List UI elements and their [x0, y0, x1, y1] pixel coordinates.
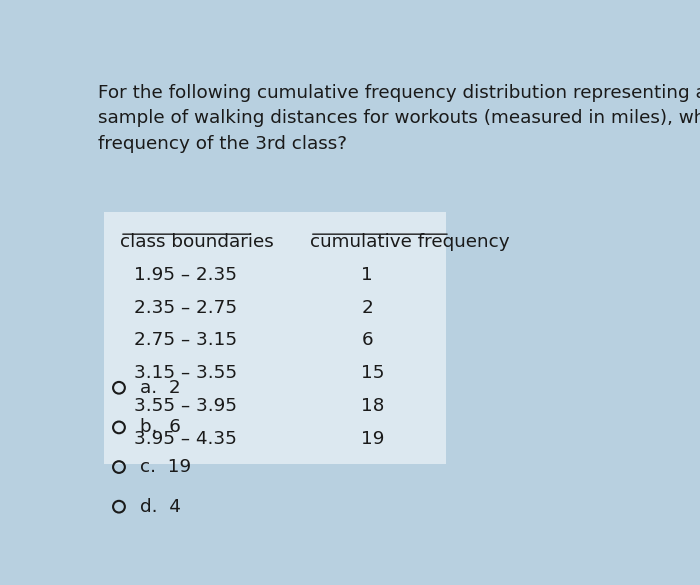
Text: 2.35 – 2.75: 2.35 – 2.75 — [134, 298, 237, 316]
Text: c.  19: c. 19 — [140, 458, 191, 476]
Text: 3.55 – 3.95: 3.55 – 3.95 — [134, 397, 237, 415]
Text: 1: 1 — [361, 266, 373, 284]
Text: 2: 2 — [361, 298, 373, 316]
Text: 18: 18 — [361, 397, 385, 415]
Text: 2.75 – 3.15: 2.75 – 3.15 — [134, 332, 237, 349]
Text: class boundaries: class boundaries — [120, 233, 274, 252]
Text: 15: 15 — [361, 364, 385, 383]
Text: b.  6: b. 6 — [140, 418, 181, 436]
Text: 19: 19 — [361, 430, 385, 448]
Text: a.  2: a. 2 — [140, 378, 181, 397]
Text: 3.95 – 4.35: 3.95 – 4.35 — [134, 430, 237, 448]
Text: 6: 6 — [361, 332, 373, 349]
Text: 1.95 – 2.35: 1.95 – 2.35 — [134, 266, 237, 284]
Text: cumulative frequency: cumulative frequency — [310, 233, 510, 252]
Text: For the following cumulative frequency distribution representing a random
sample: For the following cumulative frequency d… — [98, 84, 700, 153]
Text: 3.15 – 3.55: 3.15 – 3.55 — [134, 364, 237, 383]
FancyBboxPatch shape — [104, 212, 446, 464]
Text: d.  4: d. 4 — [140, 498, 181, 516]
